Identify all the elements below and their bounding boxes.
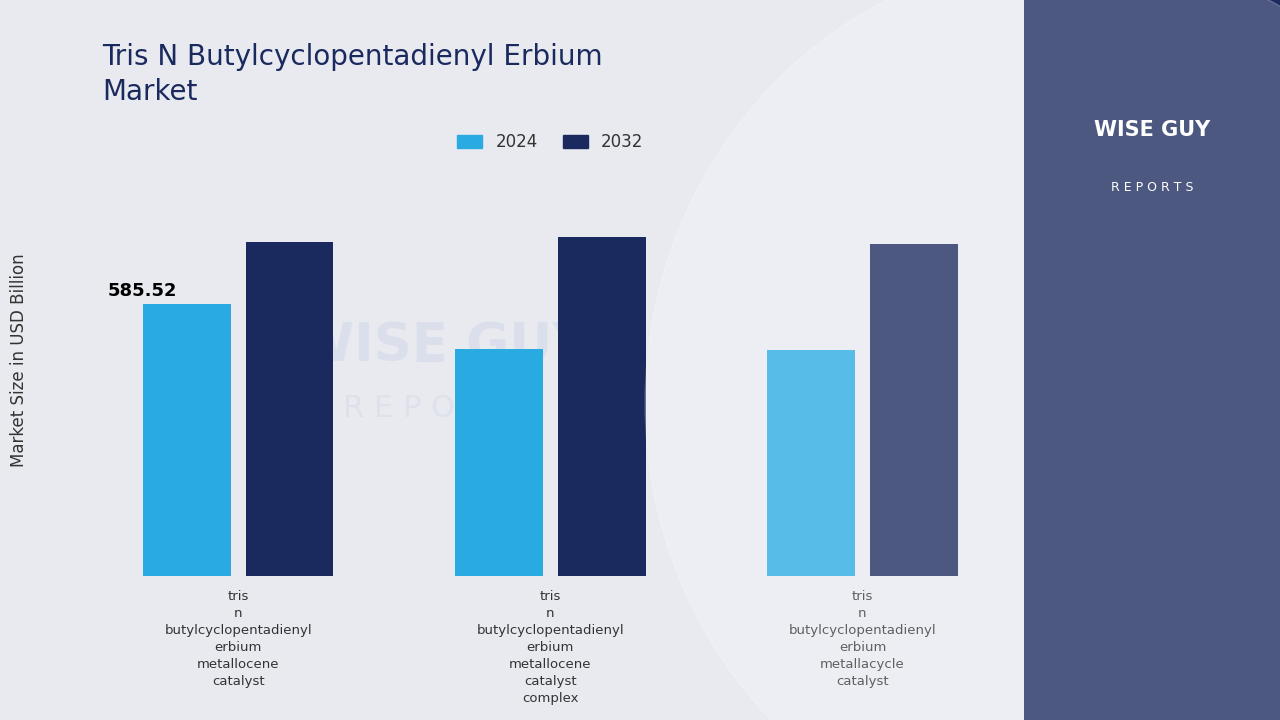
- Bar: [246, 242, 334, 576]
- Bar: [143, 305, 230, 576]
- Bar: [767, 350, 855, 576]
- Text: WISE GUY: WISE GUY: [1094, 120, 1210, 140]
- Bar: [558, 238, 645, 576]
- Text: 585.52: 585.52: [108, 282, 178, 300]
- Legend: 2024, 2032: 2024, 2032: [449, 125, 652, 160]
- Bar: [456, 348, 543, 576]
- Text: R E P O R T S: R E P O R T S: [1111, 181, 1193, 194]
- Circle shape: [645, 0, 1280, 720]
- Bar: [870, 244, 957, 576]
- Text: WISE GUY: WISE GUY: [296, 320, 590, 372]
- Text: Market Size in USD Billion: Market Size in USD Billion: [10, 253, 28, 467]
- Text: R E P O R T S: R E P O R T S: [343, 395, 543, 423]
- Text: Tris N Butylcyclopentadienyl Erbium
Market: Tris N Butylcyclopentadienyl Erbium Mark…: [102, 43, 603, 106]
